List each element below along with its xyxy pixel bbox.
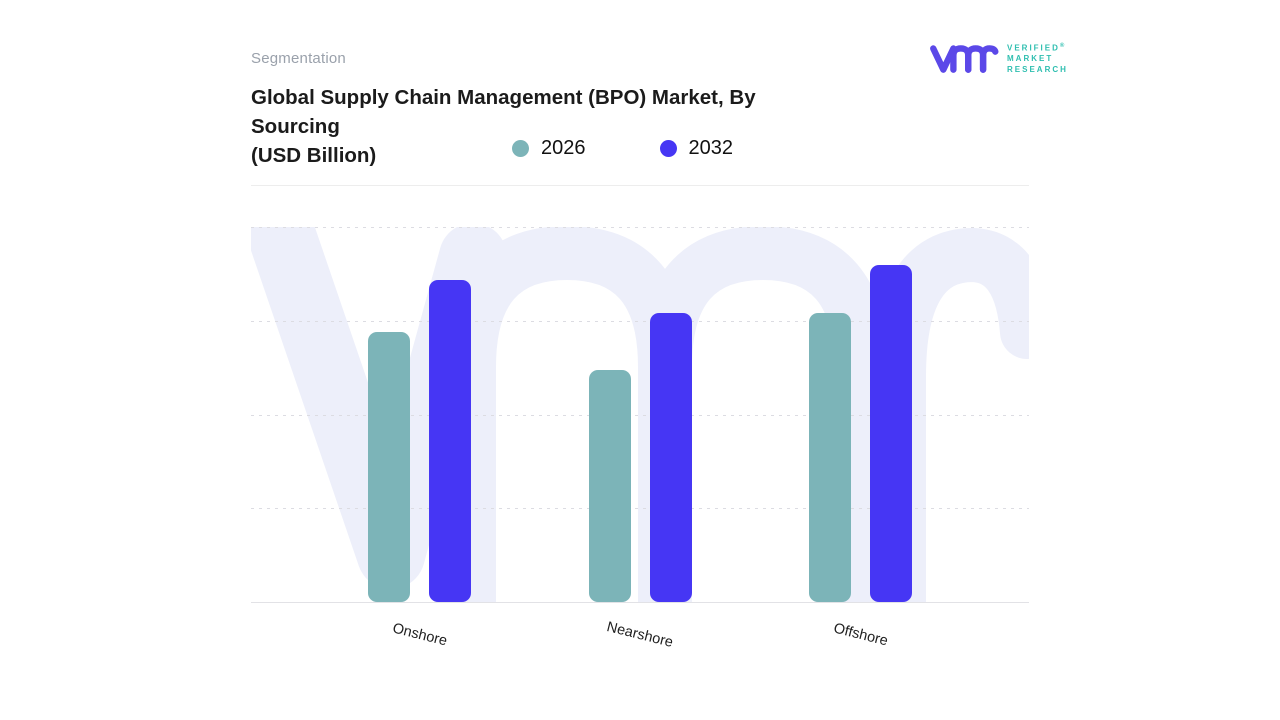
legend-label: 2032 <box>688 137 734 159</box>
vmr-logo-icon <box>930 45 999 73</box>
legend-label: 2026 <box>541 137 586 159</box>
bar-onshore-2026 <box>368 332 411 602</box>
x-axis-label-cell: Nearshore <box>589 619 692 651</box>
x-axis-labels: Onshore Nearshore Offshore <box>251 619 1029 651</box>
x-axis-label-cell: Offshore <box>809 621 912 650</box>
x-axis-line <box>251 602 1029 603</box>
title-line-1: Global Supply Chain Management (BPO) Mar… <box>251 86 756 109</box>
plot-area <box>251 227 1029 603</box>
bar-group-offshore <box>808 227 912 602</box>
bar-group-nearshore <box>588 227 692 602</box>
brand-line-verified: VERIFIED <box>1007 43 1060 53</box>
legend-swatch-icon <box>659 140 677 157</box>
bar-onshore-2032 <box>429 279 472 602</box>
bar-nearshore-2026 <box>588 369 631 602</box>
legend-item-2026[interactable]: 2026 <box>512 137 586 160</box>
chart-legend: 2026 2032 <box>512 137 733 160</box>
page-title: Global Supply Chain Management (BPO) Mar… <box>251 83 756 170</box>
x-axis-label-cell: Onshore <box>368 621 471 650</box>
bar-nearshore-2032 <box>649 313 692 602</box>
title-line-2: Sourcing <box>251 115 340 138</box>
brand-logo: VERIFIED® MARKET RESEARCH <box>929 41 1068 75</box>
bar-groups <box>251 227 1029 602</box>
registered-mark: ® <box>1059 43 1065 49</box>
bar-group-onshore <box>368 227 472 602</box>
title-line-3: (USD Billion) <box>251 144 377 167</box>
bar-offshore-2032 <box>869 264 912 602</box>
brand-line-market: MARKET <box>1007 54 1054 64</box>
eyebrow-label: Segmentation <box>251 50 346 67</box>
bar-offshore-2026 <box>808 313 851 602</box>
x-axis-label-nearshore: Nearshore <box>605 619 675 651</box>
brand-line-research: RESEARCH <box>1007 64 1068 74</box>
brand-name: VERIFIED® MARKET RESEARCH <box>1007 41 1068 75</box>
legend-swatch-icon <box>512 140 529 157</box>
header-divider <box>251 185 1029 186</box>
legend-item-2032[interactable]: 2032 <box>659 137 734 160</box>
x-axis-label-onshore: Onshore <box>390 620 449 650</box>
x-axis-label-offshore: Offshore <box>831 620 890 650</box>
